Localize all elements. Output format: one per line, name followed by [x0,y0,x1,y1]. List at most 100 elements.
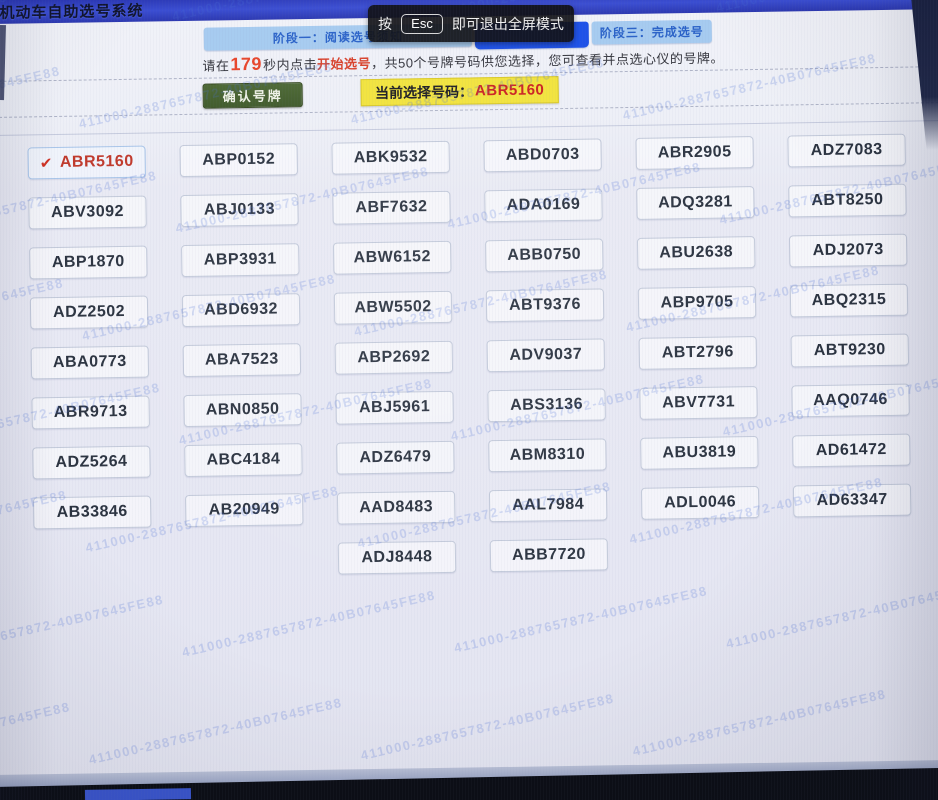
plate-number-label: ABC4184 [206,450,281,469]
plate-number-label: ABD6932 [204,300,279,319]
plate-option[interactable]: AAD8483 [336,490,456,525]
plate-number-label: ABP0152 [202,150,276,169]
plate-option[interactable]: ABM8310 [488,438,607,473]
plate-option[interactable]: ADJ8448 [337,540,457,575]
watermark-text: 411000-2887657872-40B07645FE88 [180,587,438,660]
plate-grid: ✔ ABR5160 ABP0152 ABK9532 ABD0703 ABR2905 ADZ7… [27,133,912,580]
plate-number-label: ABN0850 [205,400,280,419]
plate-option[interactable]: ABN0850 [183,393,302,428]
plate-option[interactable]: ABU3819 [640,435,759,470]
plate-option[interactable]: ABS3136 [487,388,606,423]
esc-key: Esc [401,13,443,34]
esc-tip-prefix: 按 [378,15,393,32]
plate-number-label: ADJ2073 [812,241,884,260]
tab-stage3[interactable]: 阶段三：完成选号 [591,19,712,45]
plate-option[interactable]: ABR2905 [635,136,754,170]
plate-option[interactable]: ABA0773 [30,345,150,380]
plate-number-label: ADQ3281 [657,193,733,212]
plate-option[interactable]: ADV9037 [486,338,606,373]
plate-option[interactable]: ABT9376 [485,288,605,323]
confirm-plate-button[interactable]: 确认号牌 [202,82,303,109]
plate-number-label: AD63347 [816,490,888,510]
notice-pre: 请在 [202,58,230,74]
plate-number-label: ABV7731 [662,393,736,412]
selected-check-icon: ✔ [39,155,54,173]
plate-number-label: ABK9532 [353,148,428,167]
plate-number-label: ADJ8448 [361,548,433,567]
plate-number-label: ABP9705 [660,293,734,312]
fullscreen-exit-tip: 按 Esc 即可退出全屏模式 [368,5,574,42]
plate-number-label: AB33846 [56,502,128,522]
plate-option[interactable]: ADL0046 [640,485,760,520]
plate-number-label: ABJ0133 [203,200,276,219]
plate-option[interactable]: ABW6152 [333,240,452,275]
tab-stage3-label: 阶段三：完成选号 [599,24,704,41]
plate-option[interactable]: ABW5502 [333,290,453,325]
plate-option[interactable]: ABP3931 [181,243,300,278]
plate-number-label: ABM8310 [509,445,586,464]
plate-option[interactable]: ABA7523 [182,343,302,378]
plate-option[interactable]: AAL7984 [488,488,608,523]
plate-number-label: ABT2796 [661,343,734,362]
plate-option[interactable]: AD63347 [792,483,912,518]
plate-number-label: ABW5502 [354,298,432,317]
plate-option[interactable]: ABP1870 [29,245,148,280]
plate-number-label: ABP3931 [203,250,277,269]
plate-number-label: ABT9376 [508,295,582,314]
plate-option[interactable]: ABJ0133 [180,193,299,228]
plate-number-label: ADV9037 [509,345,583,364]
plate-option[interactable]: ABK9532 [331,140,450,175]
plate-number-label: ABR2905 [657,143,732,162]
watermark-text: 411000-2887657872-40B07645FE88 [87,694,344,768]
plate-option-selected[interactable]: ✔ ABR5160 [27,145,146,180]
plate-option[interactable]: ABT8250 [788,183,907,218]
plate-option[interactable]: ADZ2502 [29,295,149,330]
plate-option[interactable]: ABP2692 [334,340,454,375]
plate-number-label: ABT9230 [813,340,886,360]
plate-option[interactable]: ABP0152 [179,143,298,178]
plate-number-label: ABT8250 [811,191,884,210]
plate-option[interactable]: ADZ7083 [787,133,906,168]
plate-number-label: ABD0703 [505,145,580,164]
watermark-text: 411000-2887657872-40B07645FE88 [0,699,72,772]
plate-option[interactable]: ABV7731 [639,386,758,420]
plate-option[interactable]: ABF7632 [332,190,451,225]
divider-hairline [0,120,938,137]
plate-number-label: AB20949 [208,500,280,519]
plate-number-label: ABB0750 [507,245,582,264]
notice-mid: 秒内点击 [262,56,318,73]
plate-option[interactable]: ABD6932 [181,293,301,328]
plate-number-label: ABR9713 [53,402,128,422]
plate-option[interactable]: ADA0169 [484,188,603,223]
plate-option[interactable]: AAQ0746 [791,383,910,418]
plate-option[interactable]: AB20949 [184,493,304,528]
plate-option[interactable]: ABC4184 [184,443,303,478]
plate-option[interactable]: ABB7720 [489,538,609,573]
plate-option[interactable]: ABB0750 [485,238,604,273]
plate-number-label: ADZ6479 [359,448,432,467]
plate-number-label: ADZ2502 [52,302,126,322]
plate-option[interactable]: ABJ5961 [335,390,454,425]
plate-number-label: ADZ7083 [810,141,883,160]
plate-option[interactable]: ADZ6479 [336,440,455,475]
divider-dashed-bottom [0,102,938,119]
plate-option[interactable]: ADJ2073 [788,233,908,268]
plate-option[interactable]: ADQ3281 [636,186,755,220]
plate-option[interactable]: AB33846 [32,495,152,530]
current-selection-plate: ABR5160 [474,81,545,100]
plate-option[interactable]: ABQ2315 [789,283,909,318]
plate-option[interactable]: ABD0703 [483,138,602,173]
plate-option[interactable]: AD61472 [792,433,911,468]
plate-option[interactable]: ABT2796 [638,336,758,370]
plate-option[interactable]: ADZ5264 [32,445,151,480]
plate-number-label: ABP2692 [357,348,431,367]
plate-option[interactable]: ABR9713 [31,395,150,430]
plate-option[interactable]: ABT9230 [790,333,910,368]
start-selection-link[interactable]: 开始选号 [316,56,372,72]
plate-number-label: ABJ5961 [358,398,431,417]
plate-option[interactable]: ABV3092 [28,195,147,230]
plate-option[interactable]: ABP9705 [637,286,757,320]
current-selection-label: 当前选择号码： [374,82,474,101]
plate-option[interactable]: ABU2638 [636,236,756,270]
notice-post: ，共50个号牌号码供您选择，您可查看并点选心仪的号牌。 [370,50,725,72]
